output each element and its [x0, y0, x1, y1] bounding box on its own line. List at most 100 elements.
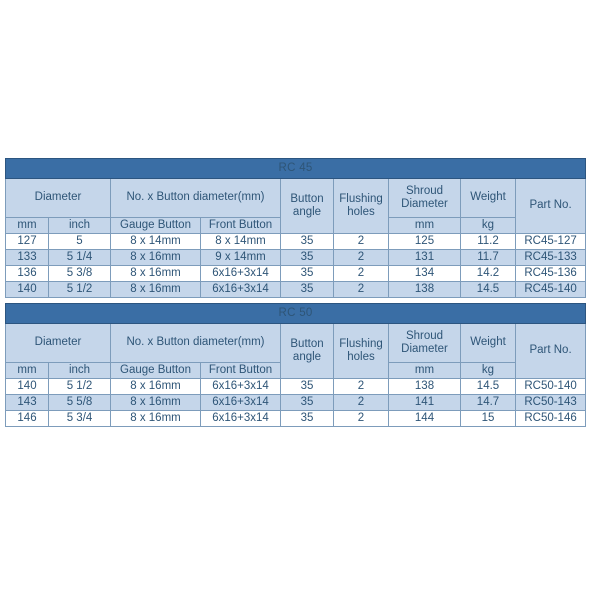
header-shroud-unit: mm [388, 217, 461, 234]
cell-flushing-holes: 2 [333, 394, 389, 411]
table-row: 127 5 8 x 14mm 8 x 14mm 35 2 125 11.2 RC… [5, 233, 587, 250]
header-flushing-holes: Flushing holes [333, 178, 389, 234]
cell-weight: 14.2 [460, 265, 516, 282]
cell-gauge-button: 8 x 16mm [110, 378, 201, 395]
header-diameter-inch: inch [48, 362, 111, 379]
cell-weight: 11.7 [460, 249, 516, 266]
cell-button-angle: 35 [280, 394, 334, 411]
cell-part-no: RC50-146 [514, 410, 587, 427]
cell-mm: 136 [5, 265, 49, 282]
cell-flushing-holes: 2 [333, 249, 389, 266]
cell-gauge-button: 8 x 16mm [110, 394, 201, 411]
cell-flushing-holes: 2 [333, 233, 389, 250]
cell-part-no: RC50-140 [514, 378, 587, 395]
table-row: 133 5 1/4 8 x 16mm 9 x 14mm 35 2 131 11.… [5, 249, 587, 266]
header-flushing-holes: Flushing holes [333, 323, 389, 379]
cell-front-button: 6x16+3x14 [200, 281, 281, 298]
cell-flushing-holes: 2 [333, 378, 389, 395]
header-diameter: Diameter [5, 323, 111, 363]
cell-mm: 143 [5, 394, 49, 411]
cell-front-button: 6x16+3x14 [200, 265, 281, 282]
cell-inch: 5 1/2 [48, 281, 111, 298]
header-weight: Weight [460, 178, 516, 218]
header-button-diameter: No. x Button diameter(mm) [110, 323, 281, 363]
cell-gauge-button: 8 x 16mm [110, 410, 201, 427]
header-gauge-button: Gauge Button [110, 217, 201, 234]
cell-front-button: 6x16+3x14 [200, 394, 281, 411]
cell-flushing-holes: 2 [333, 410, 389, 427]
cell-part-no: RC45-127 [514, 233, 587, 250]
cell-shroud-diameter: 138 [388, 281, 461, 298]
cell-gauge-button: 8 x 16mm [110, 265, 201, 282]
cell-front-button: 6x16+3x14 [200, 378, 281, 395]
cell-weight: 14.7 [460, 394, 516, 411]
cell-part-no: RC50-143 [514, 394, 587, 411]
cell-inch: 5 3/4 [48, 410, 111, 427]
cell-inch: 5 1/4 [48, 249, 111, 266]
cell-button-angle: 35 [280, 233, 334, 250]
cell-shroud-diameter: 131 [388, 249, 461, 266]
cell-inch: 5 1/2 [48, 378, 111, 395]
table-row: 140 5 1/2 8 x 16mm 6x16+3x14 35 2 138 14… [5, 281, 587, 298]
header-diameter: Diameter [5, 178, 111, 218]
cell-weight: 14.5 [460, 378, 516, 395]
cell-gauge-button: 8 x 16mm [110, 249, 201, 266]
header-weight-unit: kg [460, 362, 516, 379]
spec-tables-container: RC 45 Diameter No. x Button diameter(mm)… [4, 158, 587, 427]
spec-table-rc45: RC 45 Diameter No. x Button diameter(mm)… [4, 158, 587, 298]
header-button-angle: Button angle [280, 178, 334, 234]
cell-button-angle: 35 [280, 378, 334, 395]
cell-mm: 140 [5, 378, 49, 395]
cell-mm: 146 [5, 410, 49, 427]
cell-part-no: RC45-133 [514, 249, 587, 266]
cell-shroud-diameter: 138 [388, 378, 461, 395]
header-button-angle: Button angle [280, 323, 334, 379]
table-header-row-main: Diameter No. x Button diameter(mm) Butto… [5, 178, 587, 234]
header-front-button: Front Button [200, 362, 281, 379]
cell-flushing-holes: 2 [333, 281, 389, 298]
cell-button-angle: 35 [280, 249, 334, 266]
cell-shroud-diameter: 144 [388, 410, 461, 427]
header-part-no: Part No. [514, 178, 587, 234]
header-gauge-button: Gauge Button [110, 362, 201, 379]
header-diameter-mm: mm [5, 217, 49, 234]
cell-weight: 14.5 [460, 281, 516, 298]
cell-shroud-diameter: 141 [388, 394, 461, 411]
table-row: 140 5 1/2 8 x 16mm 6x16+3x14 35 2 138 14… [5, 378, 587, 395]
table-row: 146 5 3/4 8 x 16mm 6x16+3x14 35 2 144 15… [5, 410, 587, 427]
cell-flushing-holes: 2 [333, 265, 389, 282]
cell-gauge-button: 8 x 14mm [110, 233, 201, 250]
header-shroud-unit: mm [388, 362, 461, 379]
header-weight-unit: kg [460, 217, 516, 234]
cell-front-button: 6x16+3x14 [200, 410, 281, 427]
cell-shroud-diameter: 134 [388, 265, 461, 282]
cell-mm: 133 [5, 249, 49, 266]
cell-inch: 5 5/8 [48, 394, 111, 411]
table-row: 136 5 3/8 8 x 16mm 6x16+3x14 35 2 134 14… [5, 265, 587, 282]
table-row: 143 5 5/8 8 x 16mm 6x16+3x14 35 2 141 14… [5, 394, 587, 411]
header-shroud-diameter: Shroud Diameter [388, 178, 461, 218]
cell-shroud-diameter: 125 [388, 233, 461, 250]
cell-inch: 5 3/8 [48, 265, 111, 282]
cell-part-no: RC45-136 [514, 265, 587, 282]
cell-mm: 140 [5, 281, 49, 298]
header-part-no: Part No. [514, 323, 587, 379]
header-diameter-mm: mm [5, 362, 49, 379]
table-header-row-units: mm inch Gauge Button Front Button mm kg [5, 217, 586, 234]
cell-button-angle: 35 [280, 265, 334, 282]
cell-gauge-button: 8 x 16mm [110, 281, 201, 298]
cell-weight: 11.2 [460, 233, 516, 250]
header-shroud-diameter: Shroud Diameter [388, 323, 461, 363]
cell-button-angle: 35 [280, 281, 334, 298]
cell-front-button: 9 x 14mm [200, 249, 281, 266]
table-title: RC 50 [4, 303, 587, 324]
cell-button-angle: 35 [280, 410, 334, 427]
header-weight: Weight [460, 323, 516, 363]
header-front-button: Front Button [200, 217, 281, 234]
table-title-row: RC 50 [4, 303, 587, 324]
spec-table-rc50: RC 50 Diameter No. x Button diameter(mm)… [4, 303, 587, 427]
header-button-diameter: No. x Button diameter(mm) [110, 178, 281, 218]
table-header-row-main: Diameter No. x Button diameter(mm) Butto… [5, 323, 587, 379]
cell-front-button: 8 x 14mm [200, 233, 281, 250]
